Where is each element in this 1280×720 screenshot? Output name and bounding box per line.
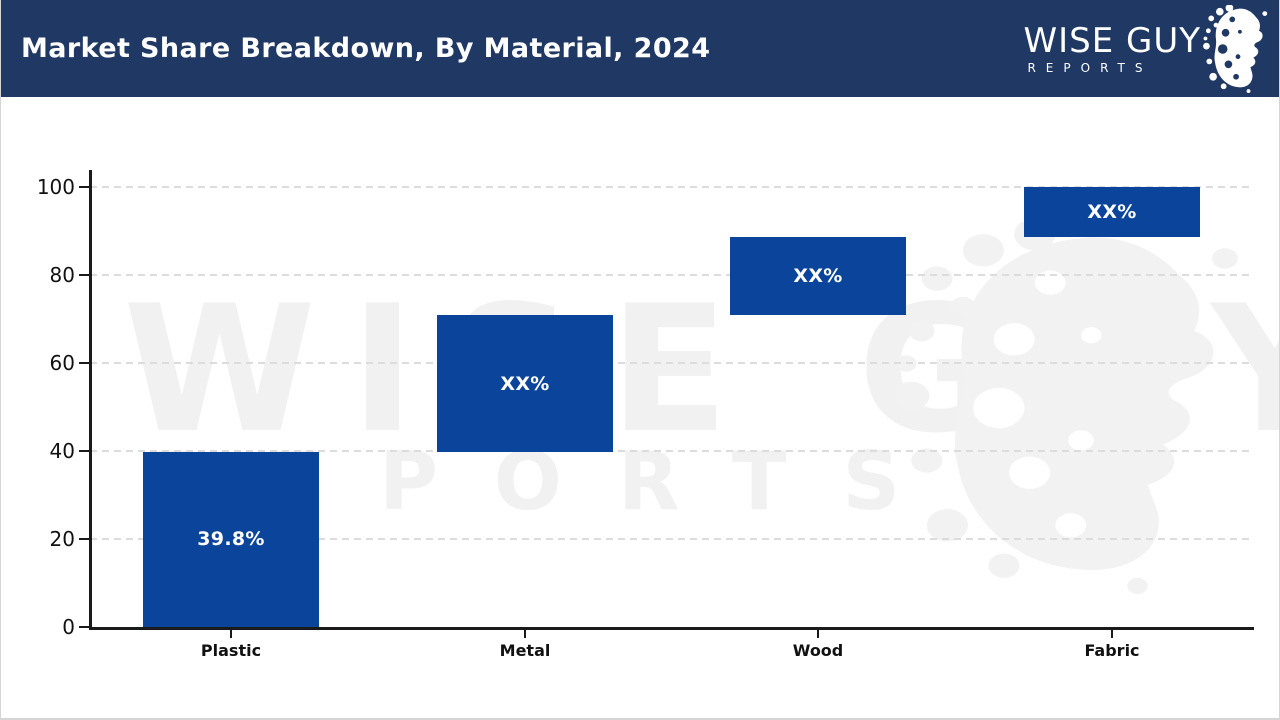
bar-value-label: XX% [500, 372, 550, 395]
y-axis-tick-label: 40 [49, 439, 75, 463]
y-axis-tick-label: 60 [49, 351, 75, 375]
x-axis-tick [524, 629, 526, 638]
gridline [90, 538, 1254, 540]
logo-subtitle: REPORTS [1027, 60, 1153, 75]
y-axis-tick [79, 362, 89, 364]
y-axis-line [89, 170, 92, 629]
bar-plastic: 39.8% [143, 451, 319, 627]
y-axis-tick-label: 20 [49, 527, 75, 551]
x-axis-category-label: Wood [792, 641, 844, 660]
bar-fabric: XX% [1024, 187, 1200, 238]
x-axis-line [89, 627, 1254, 630]
gridline [90, 186, 1254, 188]
x-axis-tick [1111, 629, 1113, 638]
page-title: Market Share Breakdown, By Material, 202… [21, 33, 711, 64]
x-axis-category-label: Fabric [1084, 641, 1140, 660]
y-axis-tick [79, 450, 89, 452]
bar-metal: XX% [437, 315, 613, 452]
x-axis-tick [817, 629, 819, 638]
gridline [90, 274, 1254, 276]
x-axis-category-label: Metal [499, 641, 551, 660]
y-axis-tick [79, 538, 89, 540]
bar-wood: XX% [730, 237, 906, 316]
y-axis-tick-label: 0 [62, 615, 75, 639]
gridline [90, 450, 1254, 452]
logo-text: WISE GUY REPORTS [1023, 24, 1201, 74]
wise-guy-reports-logo: WISE GUY REPORTS [1023, 0, 1273, 97]
logo-head-icon [1203, 4, 1268, 93]
y-axis-tick [79, 626, 89, 628]
bar-value-label: XX% [1087, 201, 1137, 224]
logo-wordmark: WISE GUY [1023, 20, 1201, 61]
bar-value-label: XX% [793, 265, 843, 288]
x-axis-tick [230, 629, 232, 638]
y-axis-tick-label: 80 [49, 263, 75, 287]
bar-value-label: 39.8% [197, 528, 265, 551]
gridline [90, 362, 1254, 364]
x-axis-category-label: Plastic [200, 641, 262, 660]
y-axis-tick [79, 186, 89, 188]
y-axis-tick [79, 274, 89, 276]
header-band: Market Share Breakdown, By Material, 202… [1, 0, 1279, 97]
y-axis-tick-label: 100 [36, 175, 75, 199]
